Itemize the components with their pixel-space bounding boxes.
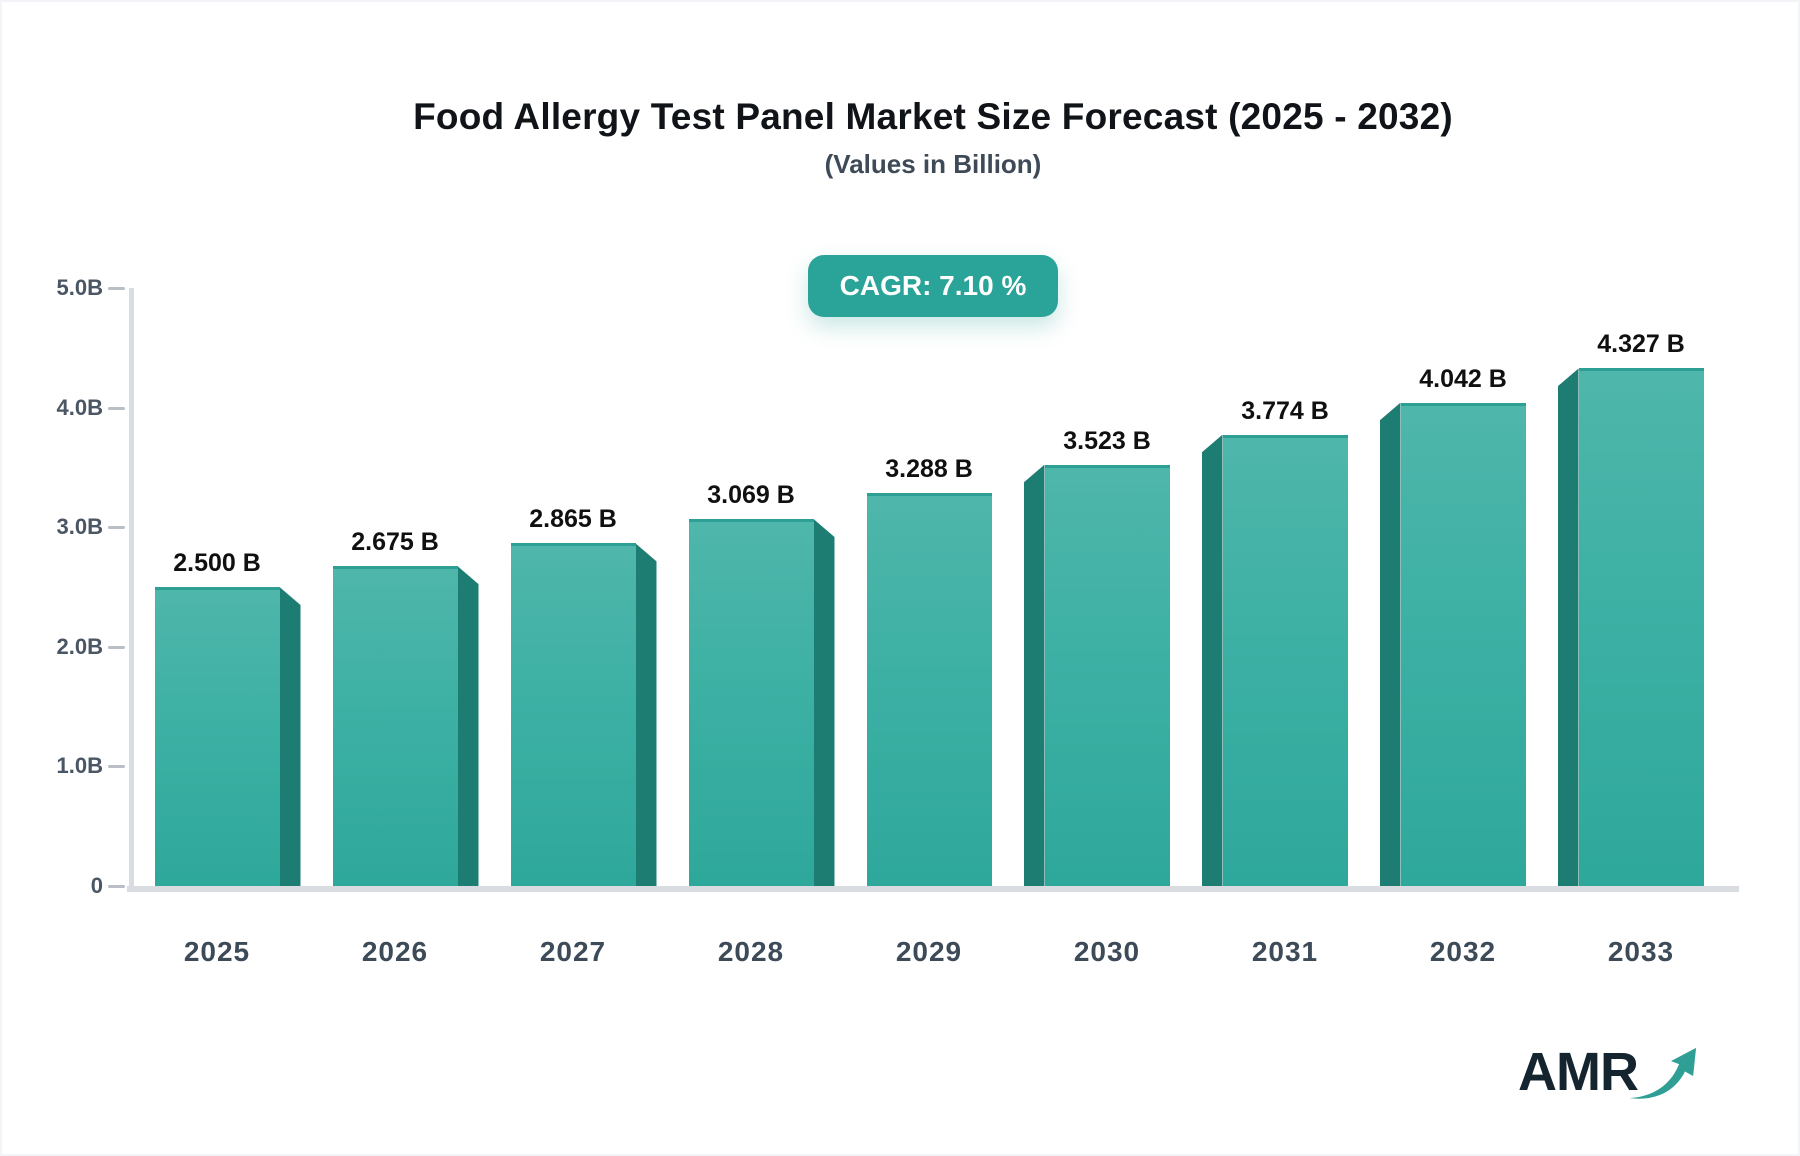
x-tick-label: 2030 — [1073, 936, 1141, 967]
bar-3d-edge — [635, 543, 657, 886]
logo-arrow-icon — [1629, 1047, 1697, 1099]
cagr-badge: CAGR: 7.10 % — [807, 255, 1059, 317]
bar-3d-edge — [457, 566, 479, 886]
logo-text: AMR — [1518, 1042, 1639, 1102]
bar-3d-edge — [279, 587, 301, 886]
x-tick-label: 2025 — [183, 936, 251, 967]
bar-value-label: 3.288 B — [885, 454, 973, 483]
bar-value-label: 2.675 B — [351, 528, 439, 557]
bar-2031[interactable] — [1222, 434, 1348, 886]
x-tick-label: 2028 — [717, 936, 785, 967]
brand-logo: AMR — [1518, 1030, 1738, 1114]
bar-value-label: 2.500 B — [173, 549, 261, 577]
bar-2026[interactable] — [332, 566, 458, 886]
x-tick-label: 2032 — [1429, 936, 1497, 967]
y-tick-dash — [108, 526, 125, 530]
x-tick-label: 2033 — [1607, 936, 1675, 967]
y-tick-label: 5.0B — [56, 275, 103, 300]
y-tick-label: 1.0B — [56, 753, 103, 779]
bar-2030[interactable] — [1044, 464, 1170, 886]
bar-value-label: 3.069 B — [707, 480, 795, 509]
y-tick-dash — [108, 645, 125, 649]
x-tick-label: 2026 — [361, 936, 429, 967]
x-tick-label: 2031 — [1251, 936, 1319, 967]
bar-2027[interactable] — [510, 543, 636, 886]
y-tick-dash — [108, 765, 125, 769]
bar-2033[interactable] — [1578, 368, 1704, 886]
y-tick-dash — [108, 885, 125, 888]
bar-3d-edge — [1201, 434, 1223, 886]
bar-value-label: 4.327 B — [1597, 330, 1685, 359]
y-tick-label: 3.0B — [56, 514, 103, 540]
bar-value-label: 2.865 B — [529, 505, 617, 534]
y-tick-label: 2.0B — [56, 633, 103, 659]
y-axis-line — [129, 288, 134, 886]
bar-3d-edge — [1023, 464, 1045, 886]
y-tick-label: 0 — [90, 873, 103, 898]
bar-3d-edge — [813, 518, 835, 886]
chart-title: Food Allergy Test Panel Market Size Fore… — [413, 96, 1453, 137]
chart-subtitle: (Values in Billion) — [824, 149, 1042, 179]
bar-value-label: 4.042 B — [1419, 364, 1507, 393]
bar-2029[interactable] — [866, 492, 992, 886]
x-tick-label: 2029 — [895, 936, 963, 967]
bar-value-label: 3.774 B — [1241, 396, 1329, 425]
bar-2032[interactable] — [1400, 402, 1526, 886]
cagr-badge-row: CAGR: 7.10 % — [132, 255, 1734, 317]
y-tick-dash — [108, 287, 125, 290]
bar-2025[interactable] — [154, 587, 280, 886]
bar-value-label: 3.523 B — [1063, 426, 1151, 455]
x-tick-label: 2027 — [539, 936, 607, 967]
bar-3d-edge — [1379, 402, 1401, 886]
bar-3d-edge — [1557, 368, 1579, 886]
x-axis-line — [127, 886, 1739, 892]
bar-2028[interactable] — [688, 518, 814, 886]
y-tick-label: 4.0B — [56, 394, 103, 420]
y-tick-dash — [108, 406, 125, 410]
